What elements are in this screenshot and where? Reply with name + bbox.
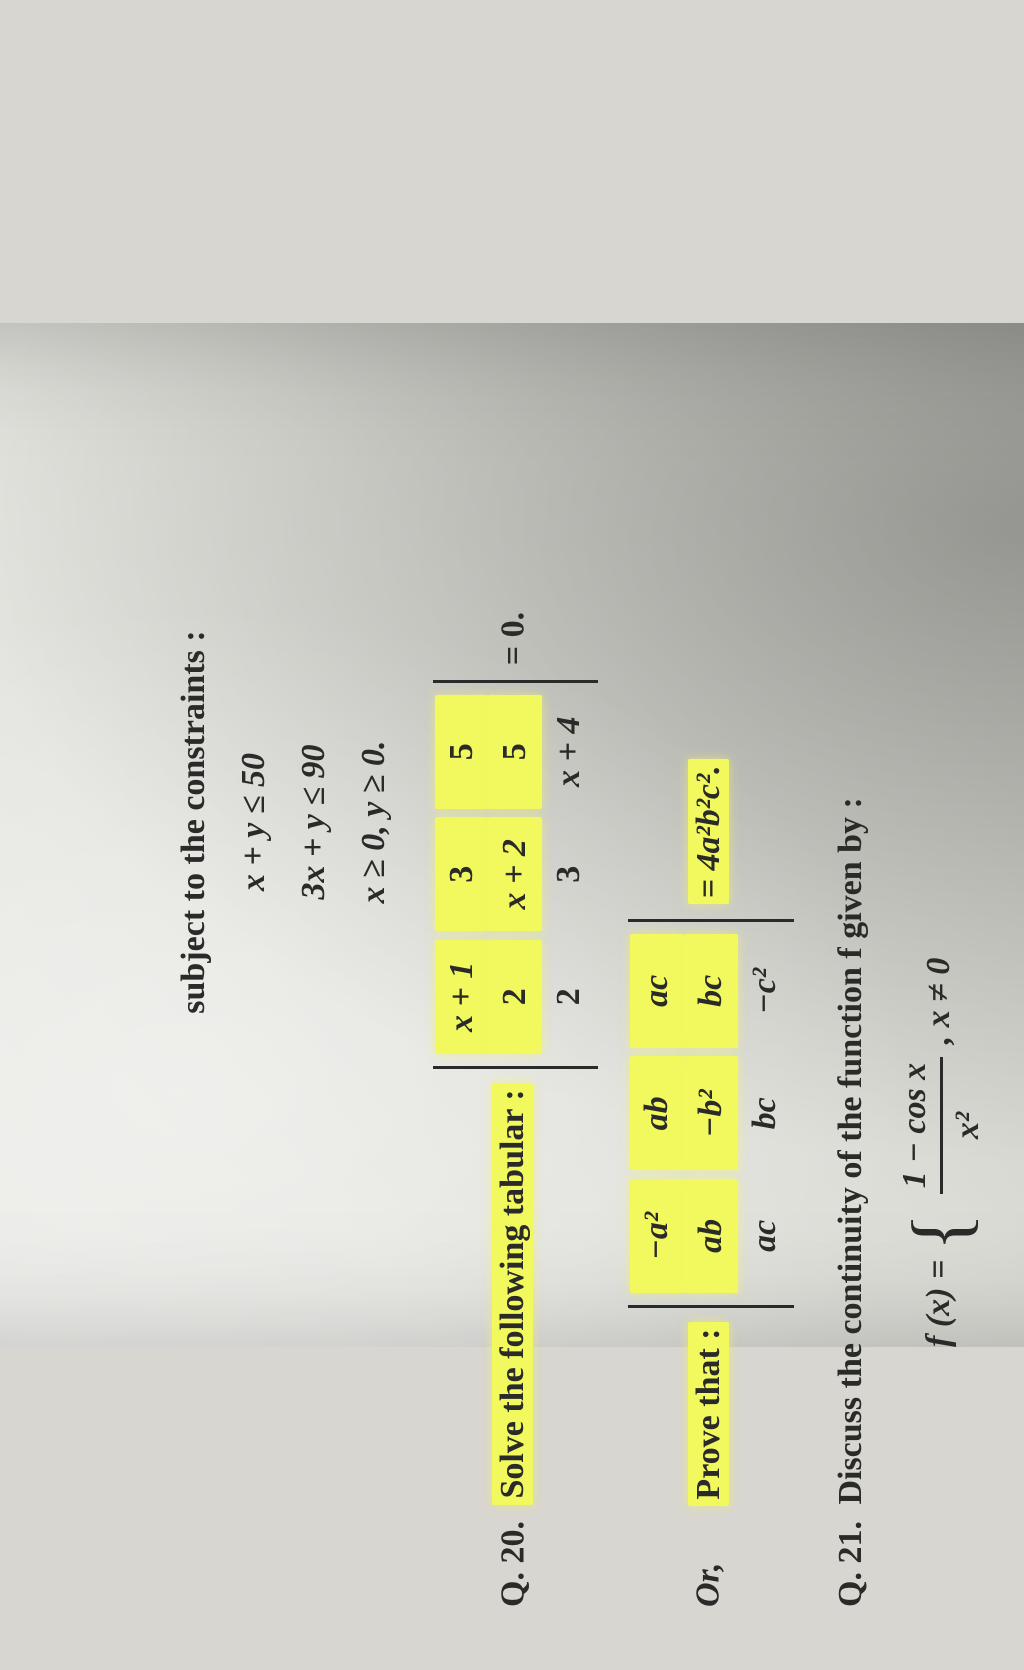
constraint-1-text: x + y ≤ 50 xyxy=(235,753,272,891)
q20-cell-00: x + 1 xyxy=(435,940,489,1054)
constraint-1: x + y ≤ 50 xyxy=(231,37,277,1607)
q21-fraction: 1 − cos x x² xyxy=(892,1057,991,1194)
or-determinant: −a² ab ac ab −b² bc ac bc −c² xyxy=(628,919,794,1308)
q20-cell-22: x + 4 xyxy=(542,695,596,809)
q21-label: Q. 21. xyxy=(832,1521,869,1607)
or-cell-11: −b² xyxy=(684,1056,738,1170)
or-cell-02: ac xyxy=(630,934,684,1048)
or-cell-12: bc xyxy=(684,934,738,1048)
q20-label: Q. 20. xyxy=(494,1521,531,1607)
q20-cell-10: 2 xyxy=(488,940,542,1054)
q21-piecewise: f (x) = { 1 − cos x x² , x ≠ 0 xyxy=(892,37,991,1607)
q20-line: Q. 20. Solve the following tabular : x +… xyxy=(433,37,599,1607)
or-rhs: = 4a²b²c². xyxy=(688,759,729,904)
or-cell-00: −a² xyxy=(630,1179,684,1293)
or-text: Prove that : xyxy=(688,1322,729,1505)
or-label: Or, xyxy=(690,1563,727,1607)
q20-determinant: x + 1 3 5 2 x + 2 5 2 3 x + 4 xyxy=(433,680,599,1069)
or-cell-20: ac xyxy=(738,1179,792,1293)
constraint-3: x ≥ 0, y ≥ 0. xyxy=(351,37,397,1607)
q21-line: Q. 21. Discuss the continuity of the fun… xyxy=(828,37,874,1607)
or-cell-10: ab xyxy=(684,1179,738,1293)
q21-text: Discuss the continuity of the function f… xyxy=(832,797,869,1504)
subject-line: subject to the constraints : xyxy=(171,37,217,1607)
q21-numerator: 1 − cos x xyxy=(892,1057,943,1194)
constraint-3-text: x ≥ 0, y ≥ 0. xyxy=(355,741,392,904)
q20-text: Solve the following tabular : xyxy=(492,1083,533,1504)
or-cell-21: bc xyxy=(738,1056,792,1170)
brace-icon: { xyxy=(917,1213,965,1251)
constraint-2: 3x + y ≤ 90 xyxy=(291,37,337,1607)
q20-cell-12: 5 xyxy=(488,695,542,809)
q20-cell-21: 3 xyxy=(542,817,596,931)
constraint-2-text: 3x + y ≤ 90 xyxy=(295,744,332,899)
or-cell-01: ab xyxy=(630,1056,684,1170)
q21-lead: f (x) = xyxy=(920,1260,957,1347)
q20-cell-02: 5 xyxy=(435,695,489,809)
subject-text: subject to the constraints : xyxy=(175,630,212,1013)
q20-cell-11: x + 2 xyxy=(488,817,542,931)
or-cell-22: −c² xyxy=(738,934,792,1048)
q21-denominator: x² xyxy=(943,1057,991,1194)
q20-cell-20: 2 xyxy=(542,940,596,1054)
q20-rhs: = 0. xyxy=(494,612,531,665)
q21-condition: , x ≠ 0 xyxy=(920,958,957,1045)
q20-cell-01: 3 xyxy=(435,817,489,931)
or-line: Or, Prove that : −a² ab ac ab −b² bc ac … xyxy=(628,37,794,1607)
